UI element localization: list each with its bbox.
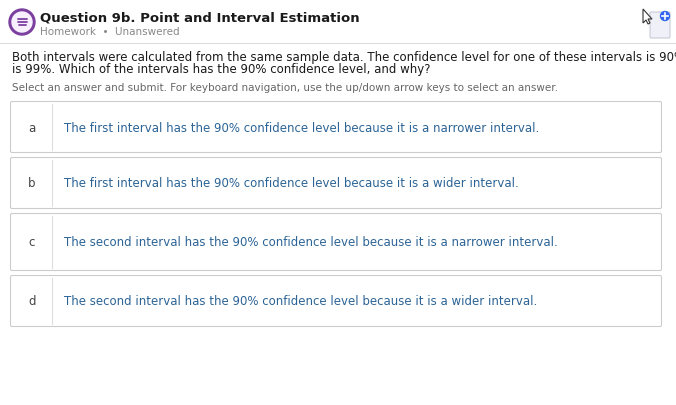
Text: b: b: [28, 177, 36, 190]
Text: Question 9b. Point and Interval Estimation: Question 9b. Point and Interval Estimati…: [40, 11, 360, 24]
Circle shape: [9, 10, 35, 36]
FancyBboxPatch shape: [11, 158, 662, 209]
FancyBboxPatch shape: [650, 13, 670, 39]
Text: a: a: [28, 121, 36, 134]
Text: Both intervals were calculated from the same sample data. The confidence level f: Both intervals were calculated from the …: [12, 50, 676, 63]
Text: Select an answer and submit. For keyboard navigation, use the up/down arrow keys: Select an answer and submit. For keyboar…: [12, 83, 558, 93]
Text: is 99%. Which of the intervals has the 90% confidence level, and why?: is 99%. Which of the intervals has the 9…: [12, 62, 431, 75]
FancyBboxPatch shape: [11, 214, 662, 271]
Text: The second interval has the 90% confidence level because it is a wider interval.: The second interval has the 90% confiden…: [64, 295, 537, 308]
Text: d: d: [28, 295, 36, 308]
Circle shape: [660, 13, 669, 21]
Circle shape: [12, 13, 32, 33]
Text: The first interval has the 90% confidence level because it is a narrower interva: The first interval has the 90% confidenc…: [64, 121, 539, 134]
Text: The first interval has the 90% confidence level because it is a wider interval.: The first interval has the 90% confidenc…: [64, 177, 518, 190]
FancyBboxPatch shape: [11, 102, 662, 153]
Text: The second interval has the 90% confidence level because it is a narrower interv: The second interval has the 90% confiden…: [64, 236, 558, 249]
FancyBboxPatch shape: [11, 276, 662, 327]
Polygon shape: [643, 10, 652, 25]
Text: Homework  •  Unanswered: Homework • Unanswered: [40, 27, 180, 37]
Text: c: c: [29, 236, 35, 249]
